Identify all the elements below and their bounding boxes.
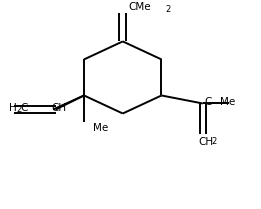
Text: CH: CH (198, 136, 213, 147)
Text: H: H (9, 103, 16, 113)
Text: Me: Me (220, 97, 236, 107)
Text: C: C (20, 103, 28, 113)
Text: 2: 2 (165, 5, 171, 14)
Text: CMe: CMe (128, 2, 151, 12)
Text: C: C (204, 97, 211, 107)
Text: Me: Me (93, 122, 108, 133)
Text: CH: CH (52, 103, 67, 113)
Text: 2: 2 (211, 137, 217, 146)
Text: 2: 2 (16, 104, 22, 113)
